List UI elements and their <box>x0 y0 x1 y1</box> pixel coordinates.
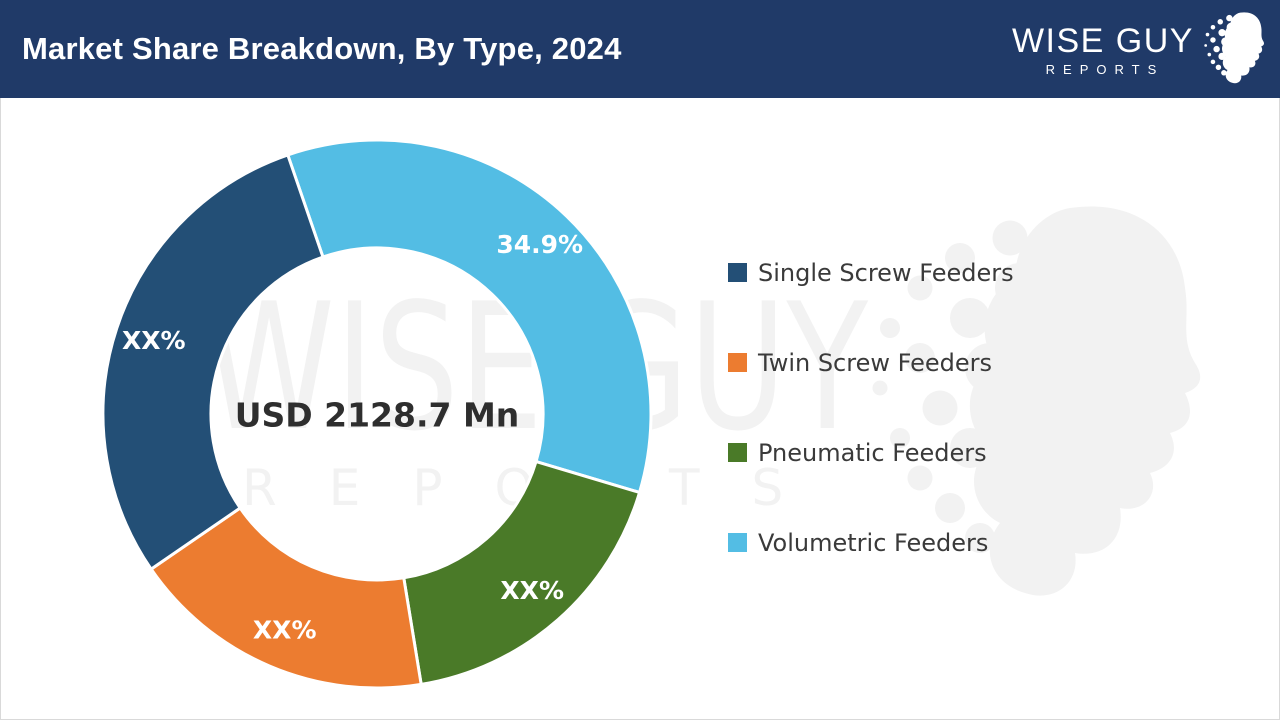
donut-center-value: USD 2128.7 Mn <box>235 396 520 435</box>
legend-item-pneumatic-feeders: Pneumatic Feeders <box>728 438 1014 467</box>
legend-label: Single Screw Feeders <box>758 258 1014 287</box>
legend-item-volumetric-feeders: Volumetric Feeders <box>728 528 1014 557</box>
legend-swatch <box>728 353 747 372</box>
wiseguy-logo: WISE GUY REPORTS <box>1012 9 1266 91</box>
segment-value-label: XX% <box>122 326 186 355</box>
legend-item-single-screw-feeders: Single Screw Feeders <box>728 258 1014 287</box>
chart-legend: Single Screw Feeders Twin Screw Feeders Pn… <box>728 258 1014 618</box>
donut-segment-volumetric-feeders <box>286 138 653 494</box>
logo-wordmark: WISE GUY <box>1011 22 1194 61</box>
legend-swatch <box>728 533 747 552</box>
legend-swatch <box>728 443 747 462</box>
segment-value-label: 34.9% <box>496 230 583 259</box>
header-bar: Market Share Breakdown, By Type, 2024 WI… <box>0 0 1280 98</box>
donut-segment-single-screw-feeders <box>101 153 325 571</box>
legend-label: Twin Screw Feeders <box>758 348 993 377</box>
legend-item-twin-screw-feeders: Twin Screw Feeders <box>728 348 1014 377</box>
page-title: Market Share Breakdown, By Type, 2024 <box>22 31 622 66</box>
segment-value-label: XX% <box>500 576 564 605</box>
donut-chart: 34.9% XX% XX% XX% USD 2128.7 Mn <box>101 138 653 690</box>
donut-segment-pneumatic-feeders <box>402 460 642 686</box>
donut-segment-twin-screw-feeders <box>149 506 423 690</box>
wiseguy-face-icon <box>1200 9 1266 91</box>
legend-swatch <box>728 263 747 282</box>
legend-label: Pneumatic Feeders <box>758 438 987 467</box>
legend-label: Volumetric Feeders <box>758 528 989 557</box>
logo-subtitle: REPORTS <box>1045 61 1165 77</box>
segment-value-label: XX% <box>253 616 317 645</box>
